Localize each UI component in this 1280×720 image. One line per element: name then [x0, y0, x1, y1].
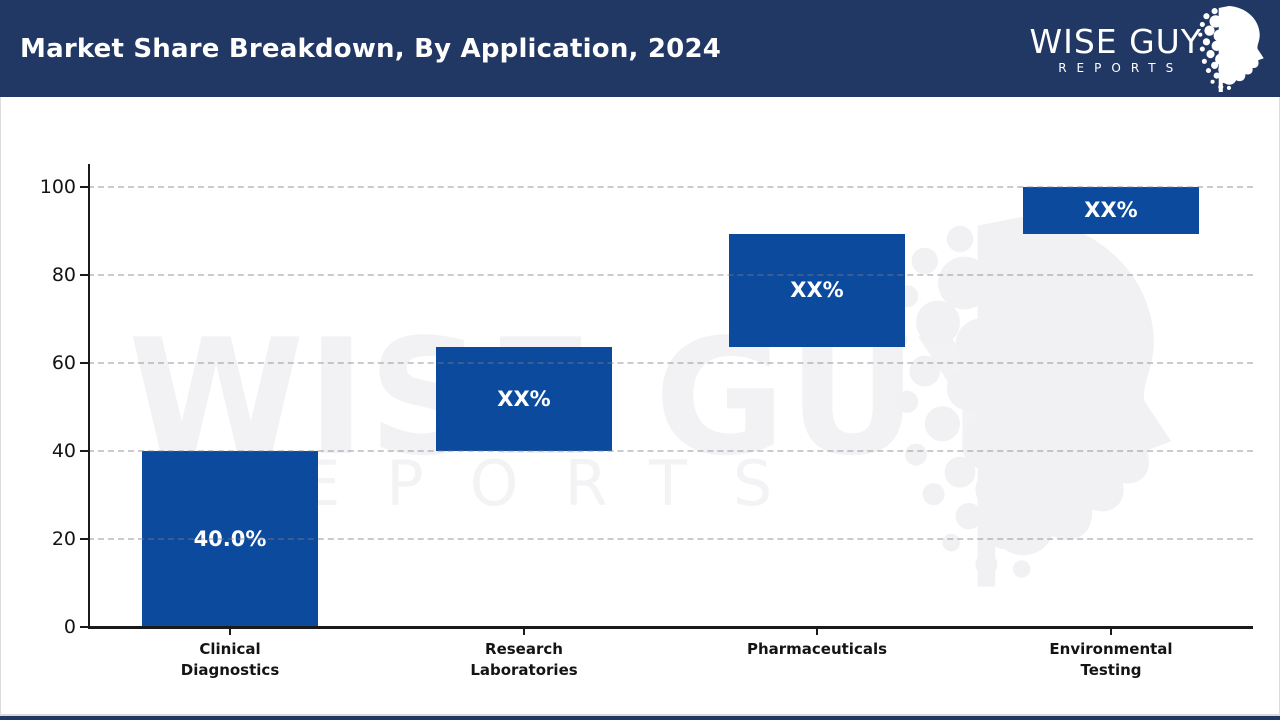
header-bar: Market Share Breakdown, By Application, …	[0, 0, 1280, 97]
bar-pharmaceuticals: XX%	[729, 233, 905, 348]
bar-value-label: XX%	[790, 278, 844, 303]
x-tick-pharmaceuticals	[816, 627, 818, 635]
category-label-clinical-diagnostics: Clinical Diagnostics	[180, 640, 280, 679]
y-tick-label-0: 0	[63, 616, 76, 638]
logo-wordmark: WISE GUY	[1029, 21, 1202, 61]
y-tick-label-60: 60	[51, 352, 76, 374]
bar-value-label: XX%	[497, 387, 551, 412]
gridline-40	[88, 450, 1253, 452]
gridline-60	[88, 362, 1253, 364]
bar-value-label: 40.0%	[193, 527, 267, 551]
footer-divider	[0, 714, 1280, 716]
y-axis-line	[88, 164, 90, 627]
y-tick-label-80: 80	[51, 264, 76, 286]
x-tick-research-laboratories	[523, 627, 525, 635]
gridline-80	[88, 274, 1253, 276]
page-title: Market Share Breakdown, By Application, …	[20, 33, 722, 64]
y-tick-40	[80, 450, 88, 452]
y-tick-100	[80, 186, 88, 188]
bar-clinical-diagnostics: 40.0%	[142, 451, 318, 627]
x-tick-clinical-diagnostics	[229, 627, 231, 635]
category-label-research-laboratories: Research Laboratories	[470, 640, 578, 679]
y-tick-60	[80, 362, 88, 364]
y-tick-0	[80, 626, 88, 628]
category-label-environmental-testing: Environmental Testing	[1049, 640, 1173, 679]
y-tick-label-20: 20	[51, 528, 76, 550]
gridline-20	[88, 538, 1253, 540]
footer-bar	[0, 716, 1280, 720]
category-label-pharmaceuticals: Pharmaceuticals	[746, 640, 888, 658]
y-tick-20	[80, 538, 88, 540]
x-axis-line	[88, 626, 1253, 629]
bar-environmental-testing: XX%	[1023, 187, 1199, 234]
bar-research-laboratories: XX%	[436, 347, 612, 451]
gridline-100	[88, 186, 1253, 188]
y-tick-80	[80, 274, 88, 276]
logo-text: WISE GUY REPORTS	[1029, 21, 1202, 75]
x-tick-environmental-testing	[1110, 627, 1112, 635]
y-tick-label-40: 40	[51, 440, 76, 462]
bar-value-label: XX%	[1084, 198, 1138, 223]
wise-guy-logo: WISE GUY REPORTS	[1029, 6, 1268, 92]
logo-subtitle: REPORTS	[1058, 60, 1184, 75]
y-tick-label-100: 100	[39, 176, 76, 198]
